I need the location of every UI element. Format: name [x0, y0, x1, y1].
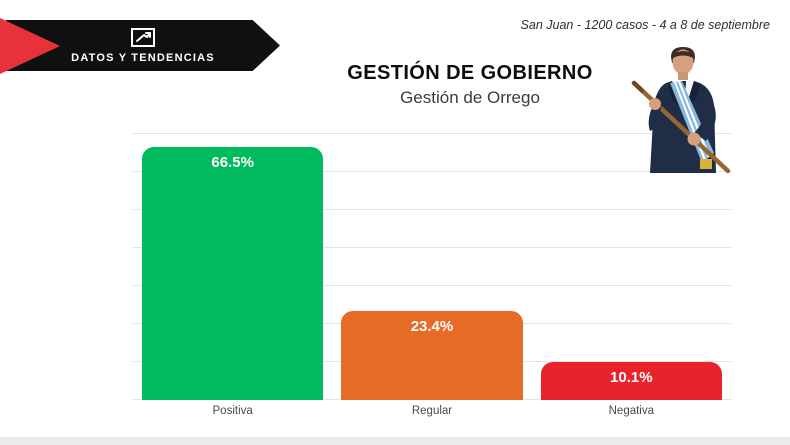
- gridline: [133, 209, 731, 210]
- gridline: [133, 133, 731, 134]
- bar-column: 66.5%: [133, 134, 332, 400]
- bars: 66.5% 23.4% 10.1%: [133, 134, 731, 400]
- bar-positiva: 66.5%: [141, 147, 324, 400]
- gridline: [133, 171, 731, 172]
- plot-area: 66.5% 23.4% 10.1%: [133, 133, 731, 400]
- governor-photo: [628, 45, 762, 173]
- bar-column: 10.1%: [532, 134, 731, 400]
- sample-caption: San Juan - 1200 casos - 4 a 8 de septiem…: [520, 18, 770, 32]
- logo-label: DATOS Y TENDENCIAS: [71, 52, 215, 64]
- category-axis: Positiva Regular Negativa: [133, 405, 731, 417]
- page-title: GESTIÓN DE GOBIERNO: [347, 62, 593, 84]
- bar-negativa: 10.1%: [540, 361, 722, 400]
- category-label: Negativa: [608, 405, 655, 417]
- gridline: [133, 247, 731, 248]
- page-subtitle: Gestión de Orrego: [400, 88, 540, 107]
- bar-value-label: 10.1%: [610, 368, 653, 386]
- bar-value-label: 23.4%: [410, 318, 454, 336]
- bar-value-label: 66.5%: [211, 154, 254, 172]
- datos-y-tendencias-logo: DATOS Y TENDENCIAS: [0, 14, 290, 78]
- gridline: [133, 285, 731, 286]
- bar-column: 23.4%: [332, 134, 531, 400]
- category-label: Positiva: [212, 405, 253, 417]
- bar-chart: 66.5% 23.4% 10.1% Positiva Regular Negativa: [133, 133, 731, 417]
- title-block: GESTIÓN DE GOBIERNO Gestión de Orrego: [300, 62, 640, 108]
- footer-strip: [0, 437, 790, 445]
- category-label: Regular: [411, 405, 453, 417]
- trend-chart-icon: [130, 27, 156, 49]
- bar-regular: 23.4%: [341, 311, 523, 400]
